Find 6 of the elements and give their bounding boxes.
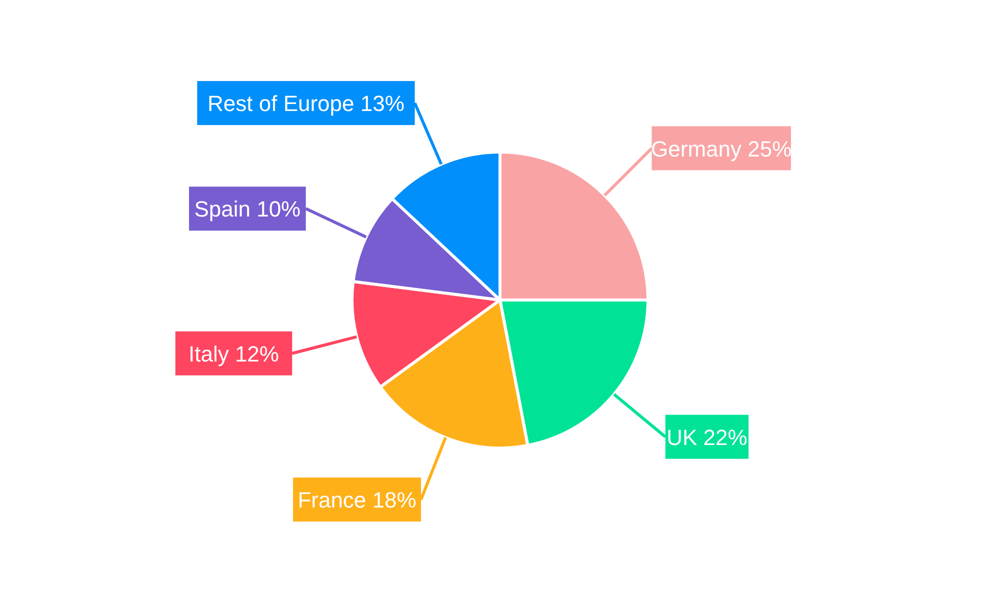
slice-label: UK 22% bbox=[666, 424, 748, 450]
slice-label: Rest of Europe 13% bbox=[208, 91, 404, 116]
slice-label: Germany 25% bbox=[651, 136, 792, 162]
slice-label: France 18% bbox=[298, 488, 416, 513]
slice-label: Italy 12% bbox=[188, 341, 279, 366]
slice-label: Spain 10% bbox=[194, 196, 301, 222]
